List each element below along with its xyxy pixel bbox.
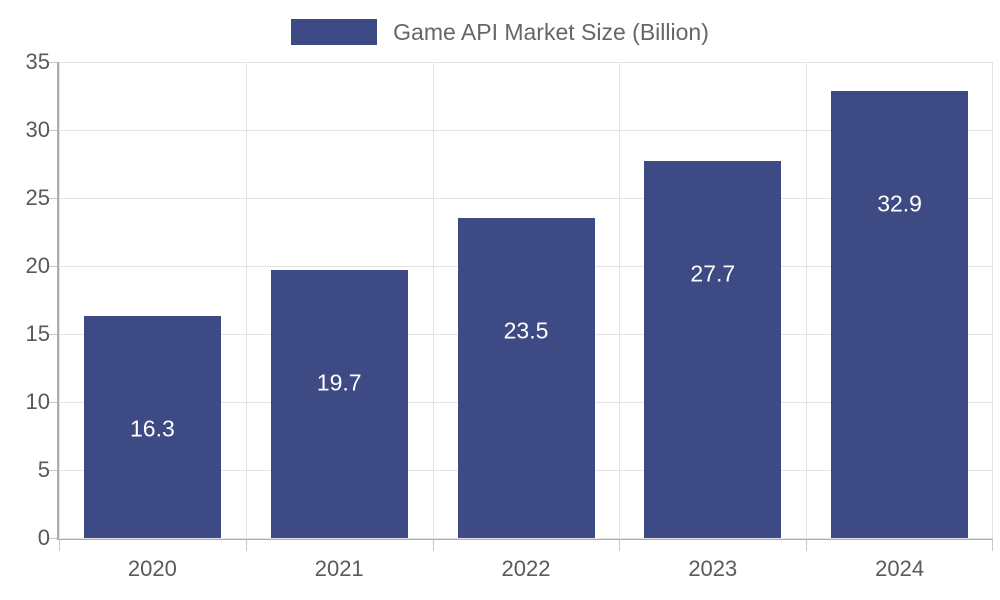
gridline-horizontal (59, 62, 993, 63)
x-axis-tick-label: 2023 (688, 556, 738, 581)
y-axis-tick (48, 402, 58, 403)
gridline-horizontal (59, 130, 993, 131)
y-axis-tick-label: 30 (25, 117, 50, 142)
gridline-vertical (246, 62, 247, 538)
gridline-vertical (433, 62, 434, 538)
legend-swatch-icon (291, 19, 378, 45)
y-axis-tick-label: 0 (37, 525, 50, 550)
y-axis-tick-label: 5 (37, 457, 50, 482)
x-axis-tick (433, 540, 434, 551)
y-axis-tick (48, 130, 58, 131)
gridline-vertical (59, 62, 60, 538)
x-axis-tick (992, 540, 993, 551)
y-axis: 0 5 10 15 20 25 30 35 (0, 0, 58, 600)
plot-area: 16.3 19.7 23.5 27.7 32.9 (59, 62, 993, 539)
bar[interactable] (644, 161, 782, 538)
gridline-vertical (619, 62, 620, 538)
y-axis-tick-label: 25 (25, 185, 50, 210)
y-axis-tick (48, 538, 58, 539)
y-axis-tick-label: 15 (25, 321, 50, 346)
chart-legend: Game API Market Size (Billion) (0, 10, 1000, 54)
y-axis-tick (48, 266, 58, 267)
gridline-vertical (806, 62, 807, 538)
x-axis-tick-label: 2024 (875, 556, 925, 581)
legend-item-game-api-market-size[interactable]: Game API Market Size (Billion) (291, 19, 709, 45)
x-axis-tick-label: 2020 (127, 556, 177, 581)
y-axis-tick-label: 35 (25, 49, 50, 74)
y-axis-tick-label: 10 (25, 389, 50, 414)
legend-label: Game API Market Size (Billion) (393, 18, 709, 45)
y-axis-line (57, 62, 59, 539)
y-axis-tick (48, 198, 58, 199)
x-axis-line (57, 538, 993, 540)
bar[interactable] (457, 218, 595, 538)
x-axis-tick (59, 540, 60, 551)
y-axis-tick (48, 62, 58, 63)
x-axis-tick-label: 2022 (501, 556, 551, 581)
bar[interactable] (270, 270, 408, 538)
x-axis-tick (619, 540, 620, 551)
gridline-horizontal (59, 538, 993, 539)
x-axis-tick (246, 540, 247, 551)
y-axis-tick-label: 20 (25, 253, 50, 278)
x-axis-tick-label: 2021 (314, 556, 364, 581)
bar[interactable] (83, 316, 221, 538)
y-axis-tick (48, 334, 58, 335)
gridline-vertical (992, 62, 993, 538)
bar[interactable] (831, 90, 969, 538)
gridline-horizontal (59, 198, 993, 199)
x-axis-tick (806, 540, 807, 551)
y-axis-tick (48, 470, 58, 471)
